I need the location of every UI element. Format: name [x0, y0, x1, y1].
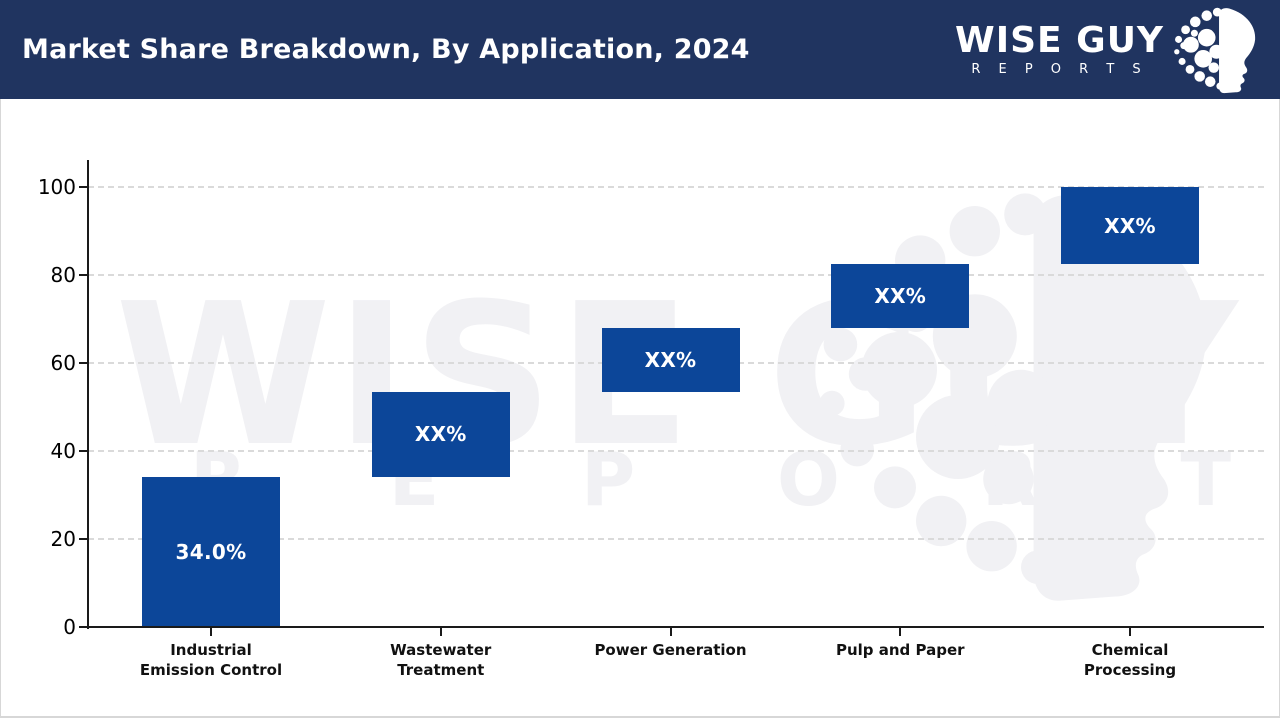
x-tick-label: Pulp and Paper — [835, 641, 965, 659]
y-tick-mark — [79, 450, 87, 452]
y-tick-label: 20 — [50, 527, 76, 551]
x-tick-label: Power Generation — [594, 641, 747, 659]
logo-subtitle: R E P O R T S — [971, 62, 1148, 77]
x-tick-label: Industrial Emission Control — [139, 641, 283, 679]
x-axis-line — [87, 626, 1264, 628]
logo-head-icon — [1174, 7, 1256, 93]
chart-plot-area: 0 20 40 60 80 100 34.0% Industrial Emission Cont… — [0, 99, 1280, 717]
bar-value-label: XX% — [1104, 213, 1156, 238]
y-tick-label: 80 — [50, 263, 76, 287]
x-tick-label: Wastewater Treatment — [390, 641, 492, 679]
bar-value-label: 34.0% — [175, 540, 247, 565]
bar-value-label: XX% — [414, 422, 467, 447]
gridline-40 — [88, 450, 1264, 452]
bar-2: XX% — [371, 391, 510, 478]
y-tick-mark — [79, 274, 87, 276]
bar-value-label: XX% — [874, 283, 927, 308]
bar-5: XX% — [1061, 187, 1199, 264]
x-tick-label: Chemical Processing — [1083, 641, 1177, 679]
bar-1: 34.0% — [142, 477, 280, 627]
y-tick-mark — [79, 538, 87, 540]
page-title: Market Share Breakdown, By Application, … — [22, 34, 750, 65]
y-tick-mark — [79, 186, 87, 188]
brand-logo: WISE GUY R E P O R T S — [955, 6, 1258, 94]
gridline-100 — [88, 186, 1264, 188]
x-tick-mark — [1129, 628, 1131, 636]
bar-4: XX% — [831, 264, 970, 328]
header-bar: Market Share Breakdown, By Application, … — [0, 0, 1280, 99]
x-tick-mark — [899, 628, 902, 636]
gridline-20 — [88, 538, 1264, 540]
gridline-80 — [88, 274, 1264, 276]
y-tick-label: 60 — [50, 351, 76, 375]
y-tick-mark — [79, 362, 87, 364]
x-tick-mark — [210, 628, 212, 636]
logo-name: WISE GUY — [954, 20, 1164, 61]
y-tick-label: 100 — [37, 175, 76, 199]
y-tick-mark — [79, 626, 87, 628]
y-tick-label: 40 — [50, 439, 76, 463]
bar-value-label: XX% — [644, 347, 697, 372]
x-tick-mark — [669, 628, 672, 636]
x-tick-mark — [439, 628, 442, 636]
y-axis-spine — [87, 160, 89, 629]
bar-3: XX% — [601, 327, 740, 392]
y-tick-label: 0 — [63, 615, 76, 639]
